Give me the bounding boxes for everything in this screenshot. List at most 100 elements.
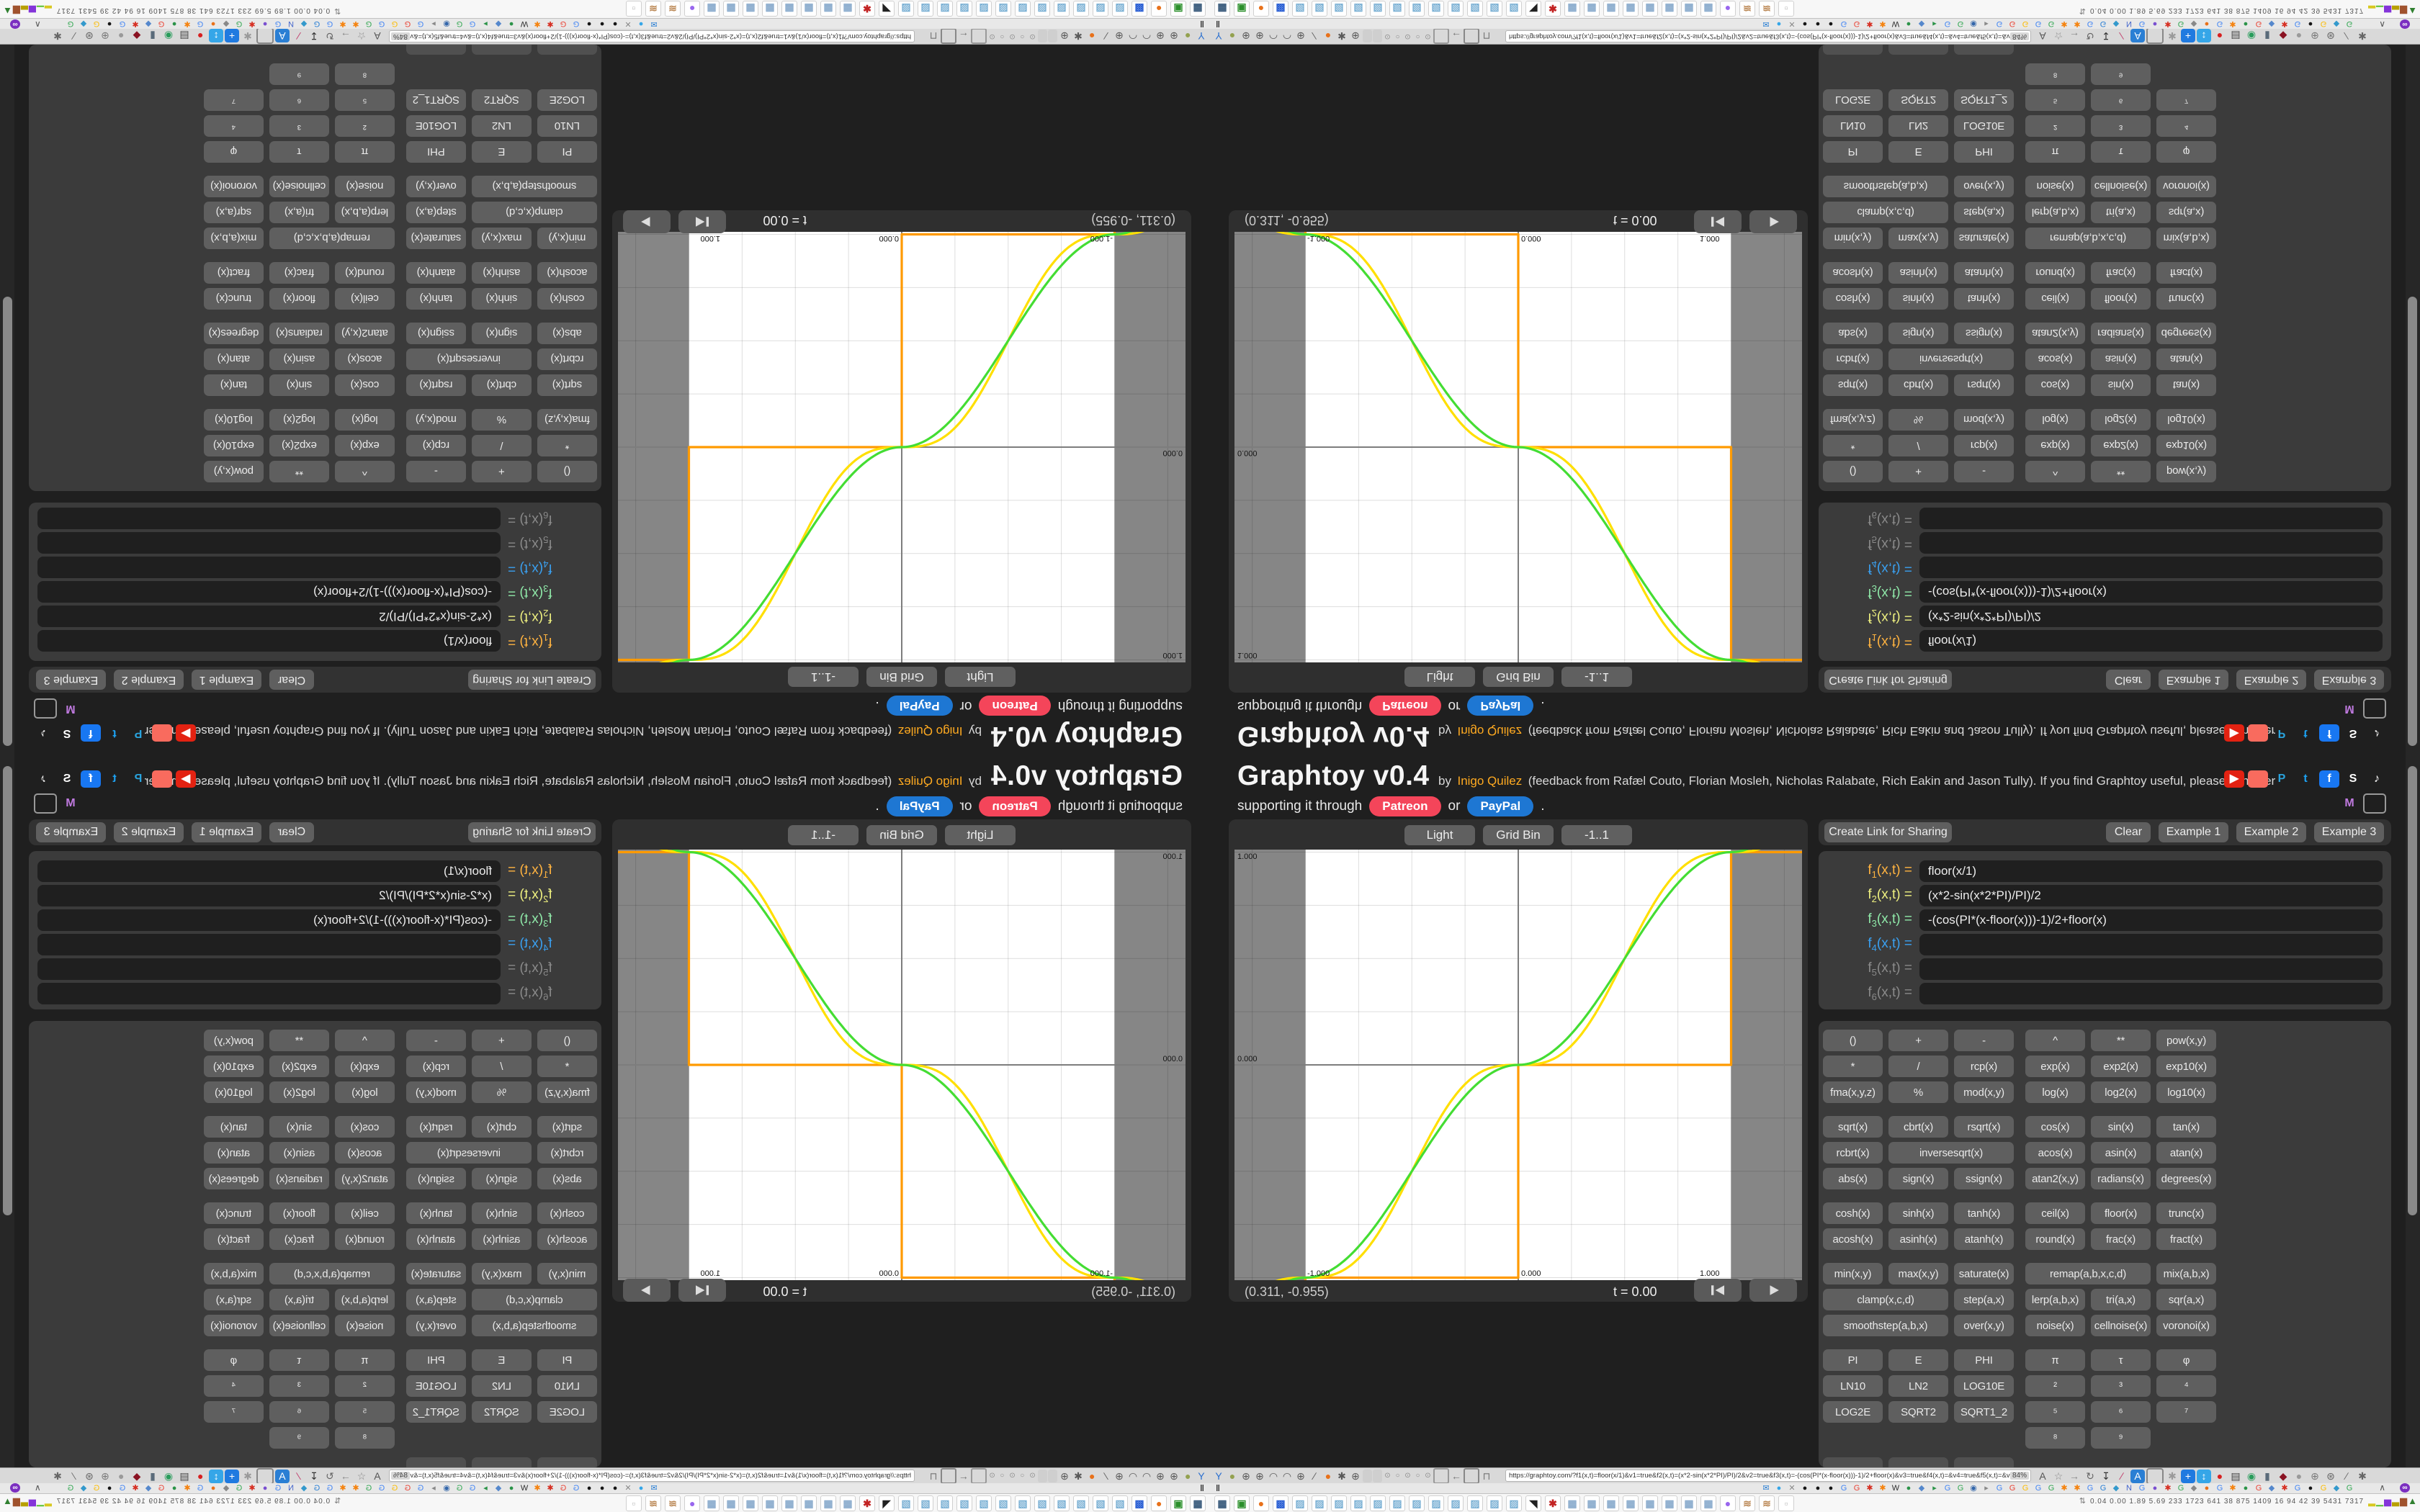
tiktok-icon[interactable]: ♪ — [2374, 727, 2380, 739]
pin-icon[interactable]: ▸ — [483, 19, 488, 29]
firefox-app-icon[interactable]: ● — [1151, 1, 1167, 17]
music-site-icon[interactable]: ● — [1802, 19, 1808, 29]
highlighter-icon[interactable]: ∕ — [297, 1470, 300, 1482]
fn-button-rsqrt-x[interactable]: rsqrt(x) — [1954, 374, 2014, 396]
fn-button-sinh-x[interactable]: sinh(x) — [1888, 1202, 1948, 1224]
calculator-app-icon[interactable]: ▦ — [1564, 1, 1580, 17]
formula-label-f5[interactable]: f5(x,t) = — [508, 960, 552, 978]
fn-button-saturate-x[interactable]: saturate(x) — [1954, 228, 2014, 249]
globe-icon[interactable]: ⊕ — [1242, 30, 1250, 42]
archive-icon[interactable]: ▮ — [150, 30, 156, 42]
notes-app-icon[interactable]: ▨ — [1467, 1495, 1483, 1511]
fn-button-[interactable]: τ — [2091, 1349, 2151, 1371]
fn-button-rcbrt-x[interactable]: rcbrt(x) — [537, 1142, 597, 1164]
world-icon[interactable]: ◉ — [163, 30, 174, 42]
cube-icon[interactable]: ◆ — [145, 19, 152, 29]
patreon-icon[interactable] — [152, 724, 172, 742]
wrench-icon[interactable]: ∕ — [2345, 30, 2348, 42]
fn-button-degrees-x[interactable]: degrees(x) — [204, 1168, 264, 1189]
patreon-button[interactable]: Patreon — [1369, 696, 1441, 716]
fn-button-e[interactable]: E — [1888, 141, 1948, 163]
fn-button-exp2-x[interactable]: exp2(x) — [269, 1056, 329, 1077]
fn-button-log-x[interactable]: log(x) — [335, 1081, 395, 1103]
cube-icon[interactable]: ◆ — [80, 19, 87, 29]
fn-button-saturate-x[interactable]: saturate(x) — [406, 228, 466, 249]
fn-button-log2e[interactable]: LOG2E — [537, 89, 597, 111]
fn-button-log10-x[interactable]: log10(x) — [204, 1081, 264, 1103]
notes-app-icon[interactable]: ▨ — [1093, 1, 1108, 17]
download-icon[interactable]: ↧ — [2102, 30, 2110, 42]
notes-app-icon[interactable]: ▨ — [1015, 1, 1031, 17]
fn-button-floor-x[interactable]: floor(x) — [269, 1202, 329, 1224]
mute-icon[interactable]: ✕ — [1788, 19, 1796, 29]
notes-app-icon[interactable]: ▨ — [995, 1, 1011, 17]
notes-app-icon[interactable]: ▨ — [1409, 1495, 1425, 1511]
formula-label-f6[interactable]: f6(x,t) = — [1868, 510, 1912, 527]
fn-button-saturate-x[interactable]: saturate(x) — [1954, 1263, 2014, 1284]
wrench-icon[interactable]: ∕ — [1104, 1470, 1107, 1482]
fn-button-[interactable]: ⁴ — [204, 1375, 264, 1397]
gear-site-icon[interactable]: ✱ — [352, 1483, 359, 1493]
notes-app-icon[interactable]: ▨ — [1487, 1, 1502, 17]
tab-dot-icon[interactable]: ⊙ — [1384, 1472, 1391, 1480]
fn-button-log10e[interactable]: LOG10E — [406, 1375, 466, 1397]
highlighter-icon[interactable]: ∕ — [297, 30, 300, 42]
wrench-icon[interactable]: ∕ — [1313, 1470, 1316, 1482]
fn-button-sqrt-x[interactable]: sqrt(x) — [1823, 374, 1883, 396]
fn-button-abs-x[interactable]: abs(x) — [537, 323, 597, 344]
formula-label-f5[interactable]: f5(x,t) = — [508, 534, 552, 552]
archive-icon[interactable]: ▮ — [2264, 1470, 2270, 1482]
notes-app-icon[interactable]: ▨ — [1073, 1, 1089, 17]
fn-button-phi[interactable]: PHI — [1954, 141, 2014, 163]
translate-icon[interactable]: A — [2130, 29, 2145, 43]
google-icon[interactable]: G — [67, 1483, 74, 1493]
graph-canvas[interactable]: 1.000 0.000 -1.000 0.000 1.000 — [618, 232, 1186, 662]
fn-button-voronoi-x[interactable]: voronoi(x) — [204, 176, 264, 197]
fn-button-[interactable]: + — [472, 461, 532, 482]
fn-button-[interactable]: % — [1888, 409, 1948, 431]
disabled-ext-icon[interactable] — [1373, 1470, 1382, 1482]
formula-input-f5[interactable] — [1919, 532, 2383, 554]
checker-app-icon[interactable]: ◥ — [1525, 1, 1541, 17]
gear-site-icon[interactable]: ✱ — [2164, 19, 2172, 29]
gear-site-icon[interactable]: ✱ — [2061, 19, 2068, 29]
globe-icon[interactable]: ⊕ — [1156, 1470, 1165, 1482]
fn-button-abs-x[interactable]: abs(x) — [1823, 323, 1883, 344]
cube-icon[interactable]: ◆ — [300, 19, 308, 29]
fn-button-[interactable]: ** — [269, 461, 329, 482]
fn-button-atan2-x-y[interactable]: atan2(x,y) — [335, 1168, 395, 1189]
zoom-level-badge[interactable]: 84% — [391, 32, 411, 40]
music-site-icon[interactable]: ● — [1815, 19, 1821, 29]
script-app-icon[interactable]: ≋ — [645, 1495, 661, 1511]
notes-app-icon[interactable]: ▨ — [1054, 1, 1070, 17]
fn-button-noise-x[interactable]: noise(x) — [2025, 1315, 2085, 1336]
notes-app-icon[interactable]: ▨ — [1448, 1, 1464, 17]
add-icon[interactable]: + — [2181, 1469, 2195, 1483]
example-2-button[interactable]: Example 2 — [2236, 670, 2306, 690]
fn-button-trunc-x[interactable]: trunc(x) — [2156, 1202, 2216, 1224]
package-app-icon[interactable]: ▣ — [1234, 1495, 1250, 1511]
fn-button-ssign-x[interactable]: ssign(x) — [1954, 1168, 2014, 1189]
notes-app-icon[interactable]: ▨ — [1312, 1, 1327, 17]
fn-button-[interactable]: ³ — [269, 115, 329, 137]
fn-button-empty[interactable] — [537, 1457, 597, 1467]
fn-button-ceil-x[interactable]: ceil(x) — [335, 1202, 395, 1224]
notes-app-icon[interactable]: ▨ — [976, 1495, 992, 1511]
globe-icon[interactable]: ⊕ — [1351, 1470, 1360, 1482]
globe-icon[interactable]: ⊕ — [2311, 30, 2319, 42]
calculator-app-icon[interactable]: ▦ — [1603, 1495, 1619, 1511]
dot-site-icon[interactable]: ● — [2152, 19, 2158, 29]
google-icon[interactable]: G — [1853, 1483, 1860, 1493]
gear-site-icon[interactable]: ✱ — [1879, 19, 1886, 29]
facebook-icon[interactable]: f — [81, 770, 101, 788]
fn-button-lerp-a-b-x[interactable]: lerp(a,b,x) — [335, 1289, 395, 1310]
fn-button-[interactable]: ⁴ — [2156, 115, 2216, 137]
notes-app-icon[interactable]: ▨ — [976, 1, 992, 17]
gear-site-icon[interactable]: ✱ — [547, 19, 554, 29]
gauge-icon[interactable]: ◠ — [1128, 30, 1138, 42]
fn-button-phi[interactable]: PHI — [406, 1349, 466, 1371]
cube-icon[interactable]: ◆ — [80, 1483, 87, 1493]
music-site-icon[interactable]: ● — [599, 19, 605, 29]
dot-site-icon[interactable]: ● — [2204, 1483, 2210, 1493]
display-app-icon[interactable]: ▦ — [1190, 1495, 1206, 1511]
